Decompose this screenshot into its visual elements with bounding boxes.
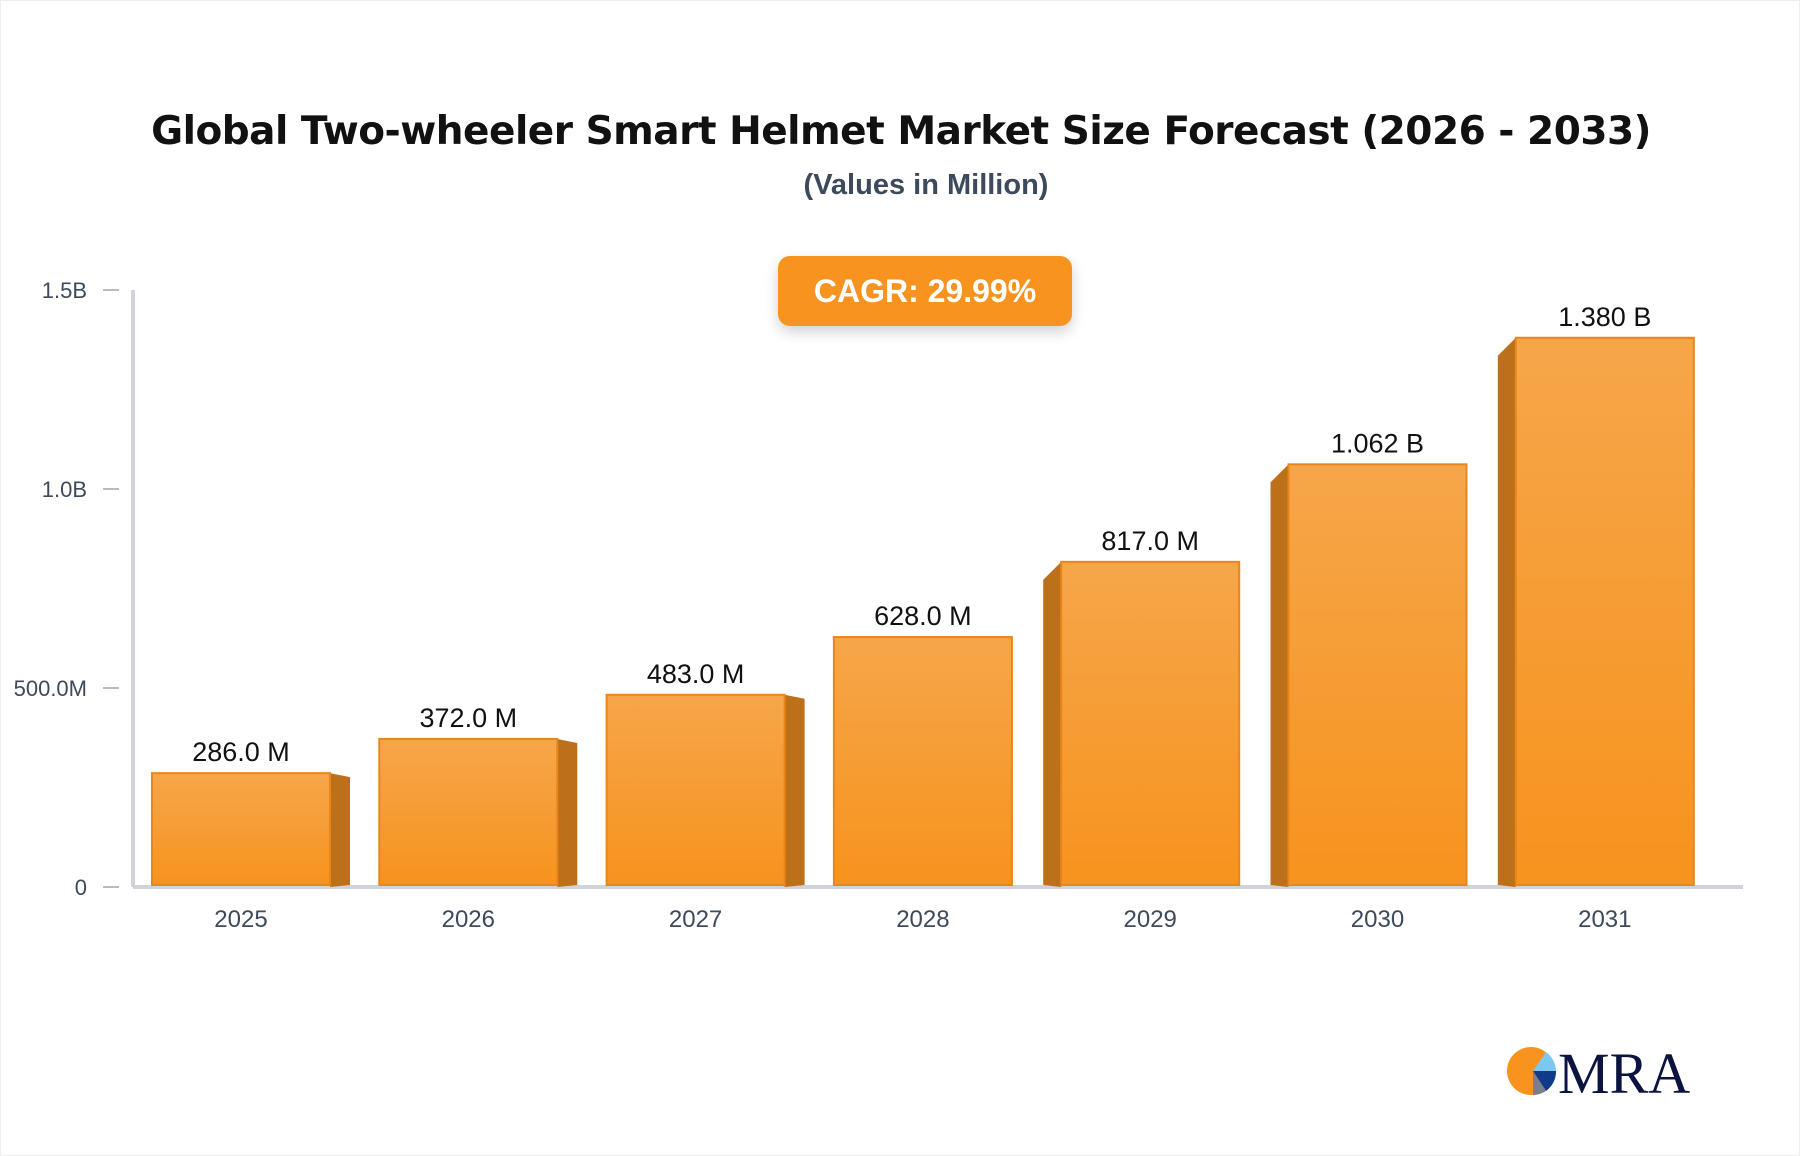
bar-data-label: 1.062 B	[1331, 428, 1424, 458]
x-tick-label: 2030	[1351, 906, 1404, 933]
mra-logo: MRA	[1506, 1041, 1696, 1101]
chart-subtitle: (Values in Million)	[803, 169, 1049, 201]
y-tick-label: 0	[75, 875, 87, 900]
bar-data-label: 628.0 M	[874, 601, 972, 631]
bar-side	[1043, 561, 1062, 887]
y-tick-label: 500.0M	[14, 676, 87, 701]
bar-side	[1270, 464, 1289, 887]
bar	[151, 772, 331, 886]
chart-title: Global Two-wheeler Smart Helmet Market S…	[151, 109, 1651, 154]
bar-side	[784, 694, 805, 887]
bar-side	[1497, 337, 1516, 887]
bar-side	[557, 738, 578, 887]
y-tick-label: 1.5B	[42, 278, 87, 303]
x-tick-label: 2028	[896, 906, 949, 933]
cagr-badge: CAGR: 29.99%	[778, 256, 1072, 326]
bar	[605, 693, 786, 886]
x-tick-label: 2025	[214, 906, 267, 933]
bar-data-label: 817.0 M	[1101, 526, 1199, 556]
bar	[1060, 560, 1241, 886]
bar-side	[330, 773, 350, 887]
bar	[1287, 463, 1468, 886]
bar	[1514, 336, 1695, 886]
logo-text: MRA	[1558, 1041, 1690, 1101]
bar-data-label: 372.0 M	[420, 703, 518, 733]
bar-data-label: 1.380 B	[1558, 302, 1651, 332]
x-tick-label: 2029	[1124, 906, 1177, 933]
x-tick-label: 2026	[442, 906, 495, 933]
bar	[378, 737, 559, 886]
y-tick-label: 1.0B	[42, 477, 87, 502]
bar-data-label: 286.0 M	[192, 737, 290, 767]
logo-pie-icon: MRA	[1507, 1041, 1690, 1101]
x-tick-label: 2031	[1578, 906, 1631, 933]
bar	[832, 636, 1013, 887]
bar-data-label: 483.0 M	[647, 659, 745, 689]
x-tick-label: 2027	[669, 906, 722, 933]
